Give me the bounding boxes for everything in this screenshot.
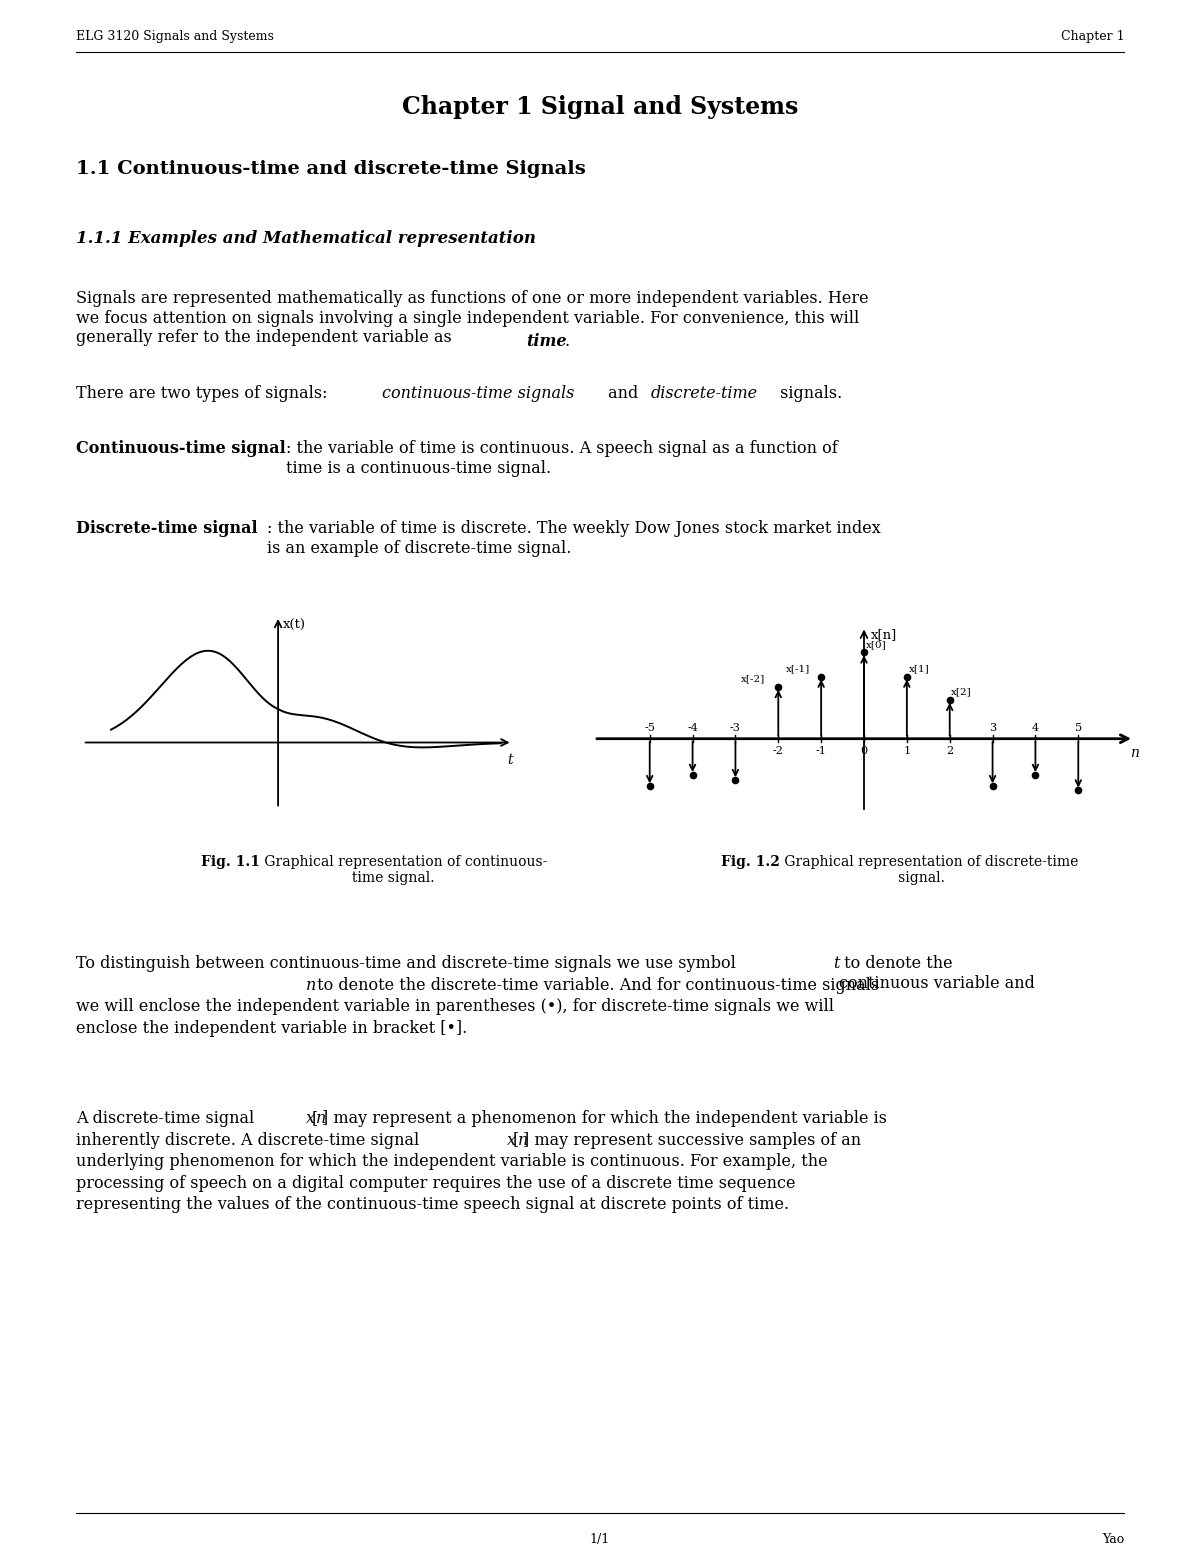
Text: and: and: [602, 386, 643, 403]
Text: n: n: [306, 977, 316, 994]
Text: discrete-time: discrete-time: [650, 386, 757, 403]
Text: -3: -3: [730, 723, 740, 732]
Text: ] may represent a phenomenon for which the independent variable is: ] may represent a phenomenon for which t…: [322, 1110, 887, 1127]
Text: 2: 2: [946, 746, 953, 756]
Text: Graphical representation of continuous-
                     time signal.: Graphical representation of continuous- …: [260, 855, 547, 885]
Text: continuous-time signals: continuous-time signals: [383, 386, 575, 403]
Text: Yao: Yao: [1102, 1533, 1124, 1546]
Text: -4: -4: [688, 723, 698, 732]
Text: x[-2]: x[-2]: [740, 675, 764, 684]
Text: x[1]: x[1]: [908, 664, 929, 673]
Text: Chapter 1: Chapter 1: [1061, 30, 1124, 44]
Text: ] may represent successive samples of an: ] may represent successive samples of an: [523, 1132, 862, 1149]
Text: x: x: [306, 1110, 314, 1127]
Text: time: time: [526, 333, 566, 350]
Text: [: [: [512, 1132, 518, 1149]
Text: 4: 4: [1032, 723, 1039, 732]
Text: enclose the independent variable in bracket [•].: enclose the independent variable in brac…: [76, 1020, 467, 1037]
Text: -2: -2: [773, 746, 784, 756]
Text: to denote the discrete-time variable. And for continuous-time signals: to denote the discrete-time variable. An…: [312, 977, 880, 994]
Text: -1: -1: [816, 746, 827, 756]
Text: : the variable of time is continuous. A speech signal as a function of
time is a: : the variable of time is continuous. A …: [287, 440, 838, 476]
Text: x[0]: x[0]: [865, 641, 887, 648]
Text: x[n]: x[n]: [870, 628, 896, 641]
Text: -5: -5: [644, 723, 655, 732]
Text: representing the values of the continuous-time speech signal at discrete points : representing the values of the continuou…: [76, 1196, 788, 1213]
Text: n: n: [1129, 746, 1139, 760]
Text: t: t: [833, 955, 839, 972]
Text: [: [: [311, 1110, 318, 1127]
Text: To distinguish between continuous-time and discrete-time signals we use symbol: To distinguish between continuous-time a…: [76, 955, 740, 972]
Text: x[2]: x[2]: [952, 687, 972, 697]
Text: x: x: [506, 1132, 516, 1149]
Text: 1.1 Continuous-time and discrete-time Signals: 1.1 Continuous-time and discrete-time Si…: [76, 160, 586, 177]
Text: t: t: [506, 754, 512, 768]
Text: 1/1: 1/1: [590, 1533, 610, 1546]
Text: A discrete-time signal: A discrete-time signal: [76, 1110, 264, 1127]
Text: x[-1]: x[-1]: [786, 664, 810, 673]
Text: 1.1.1 Examples and Mathematical representation: 1.1.1 Examples and Mathematical represen…: [76, 230, 535, 247]
Text: Fig. 1.1: Fig. 1.1: [202, 855, 260, 869]
Text: Fig. 1.2: Fig. 1.2: [721, 855, 780, 869]
Text: Discrete-time signal: Discrete-time signal: [76, 519, 257, 536]
Text: inherently discrete. A discrete-time signal: inherently discrete. A discrete-time sig…: [76, 1132, 430, 1149]
Text: we will enclose the independent variable in parentheses (•), for discrete-time s: we will enclose the independent variable…: [76, 998, 834, 1015]
Text: There are two types of signals:: There are two types of signals:: [76, 386, 332, 403]
Text: Graphical representation of discrete-time
                           signal.: Graphical representation of discrete-tim…: [780, 855, 1079, 885]
Text: x(t): x(t): [282, 619, 306, 633]
Text: to denote the
continuous variable and: to denote the continuous variable and: [839, 955, 1040, 992]
Text: 1: 1: [904, 746, 911, 756]
Text: Chapter 1 Signal and Systems: Chapter 1 Signal and Systems: [402, 95, 798, 120]
Text: 5: 5: [1075, 723, 1082, 732]
Text: : the variable of time is discrete. The weekly Dow Jones stock market index
is a: : the variable of time is discrete. The …: [268, 519, 881, 557]
Text: 0: 0: [860, 746, 868, 756]
Text: signals.: signals.: [775, 386, 842, 403]
Text: ELG 3120 Signals and Systems: ELG 3120 Signals and Systems: [76, 30, 274, 44]
Text: Continuous-time signal: Continuous-time signal: [76, 440, 286, 457]
Text: n: n: [316, 1110, 326, 1127]
Text: .: .: [564, 333, 570, 350]
Text: 3: 3: [989, 723, 996, 732]
Text: underlying phenomenon for which the independent variable is continuous. For exam: underlying phenomenon for which the inde…: [76, 1154, 827, 1169]
Text: Signals are represented mathematically as functions of one or more independent v: Signals are represented mathematically a…: [76, 289, 869, 347]
Text: n: n: [517, 1132, 528, 1149]
Text: processing of speech on a digital computer requires the use of a discrete time s: processing of speech on a digital comput…: [76, 1174, 796, 1191]
